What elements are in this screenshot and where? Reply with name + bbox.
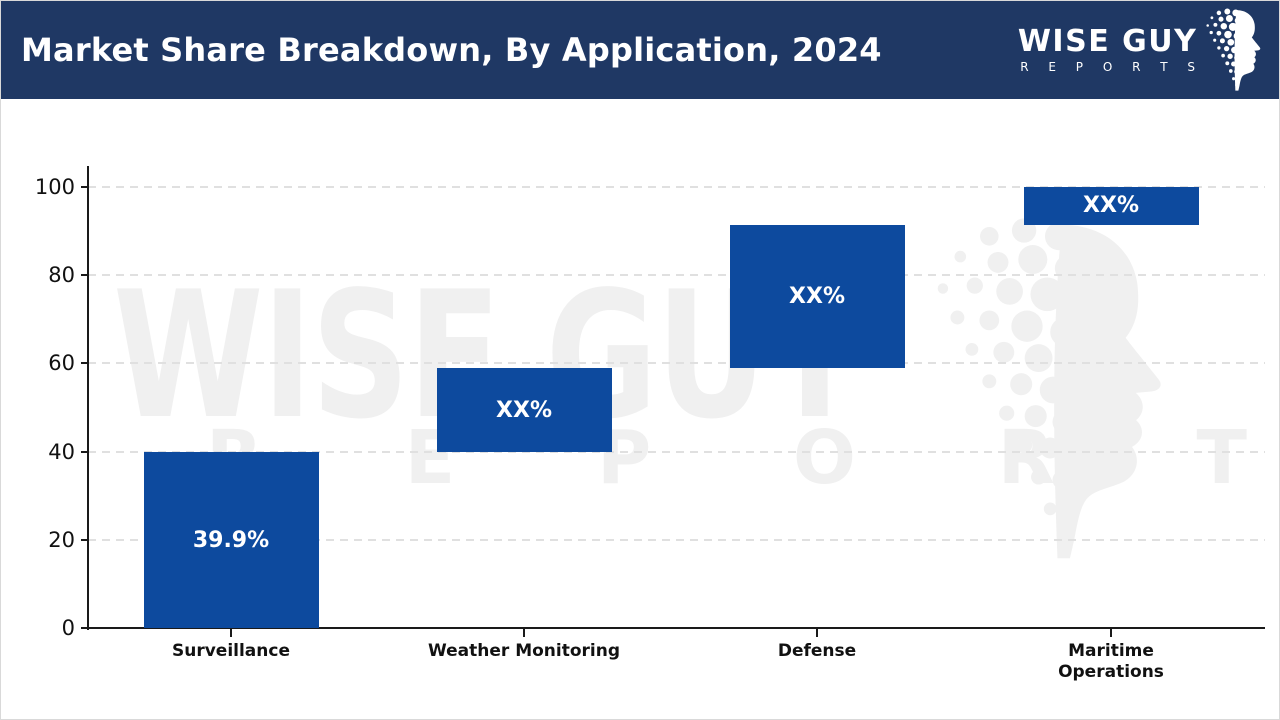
y-tick-60 [81,362,88,365]
y-tick-label-100: 100 [34,175,75,199]
y-tick-label-60: 60 [48,351,75,376]
bar-value-label: XX% [789,284,845,310]
chart-title: Market Share Breakdown, By Application, … [21,31,882,69]
watermark-subtitle: R E P O R T S [206,415,1279,501]
y-tick-label-80: 80 [48,263,75,288]
gridline-y40 [88,450,1265,453]
x-category-label: Weather Monitoring [427,641,621,661]
logo-wordmark: WISE GUY [1017,24,1198,59]
y-tick-label-20: 20 [48,527,75,552]
bar-value-label: 39.9% [192,527,270,553]
gridline-y60 [88,362,1265,365]
x-tick-2 [816,629,818,637]
bar-defense: XX% [729,224,905,369]
bar-weather-monitoring: XX% [436,368,612,453]
y-tick-40 [81,450,88,453]
bar-maritime-operations: XX% [1023,187,1199,225]
wise-guy-reports-logo: WISE GUY R E P O R T S [1012,8,1267,92]
x-category-label: Maritime Operations [1058,641,1164,683]
header-bar: Market Share Breakdown, By Application, … [1,1,1279,99]
dot-face-logo-icon [1189,8,1267,92]
y-axis-spine [87,166,89,630]
y-tick-80 [81,274,88,277]
y-tick-label-40: 40 [48,439,75,464]
y-tick-0 [81,627,88,629]
y-tick-label-0: 0 [61,616,75,640]
logo-text: WISE GUY R E P O R T S [1012,24,1203,74]
bar-surveillance: 39.9% [143,452,319,628]
x-category-label: Defense [777,641,857,661]
x-category-label: Surveillance [171,641,290,661]
bar-value-label: XX% [496,397,552,423]
x-tick-3 [1110,629,1112,637]
x-axis-line [87,627,1265,629]
x-tick-0 [230,629,232,637]
y-tick-100 [81,186,88,188]
watermark-dot-face-icon [871,216,1183,564]
logo-subtitle: R E P O R T S [1020,60,1203,74]
gridline-y100 [88,186,1265,188]
gridline-y20 [88,538,1265,541]
gridline-y80 [88,274,1265,277]
y-tick-20 [81,538,88,541]
bar-value-label: XX% [1083,193,1139,219]
x-tick-1 [523,629,525,637]
